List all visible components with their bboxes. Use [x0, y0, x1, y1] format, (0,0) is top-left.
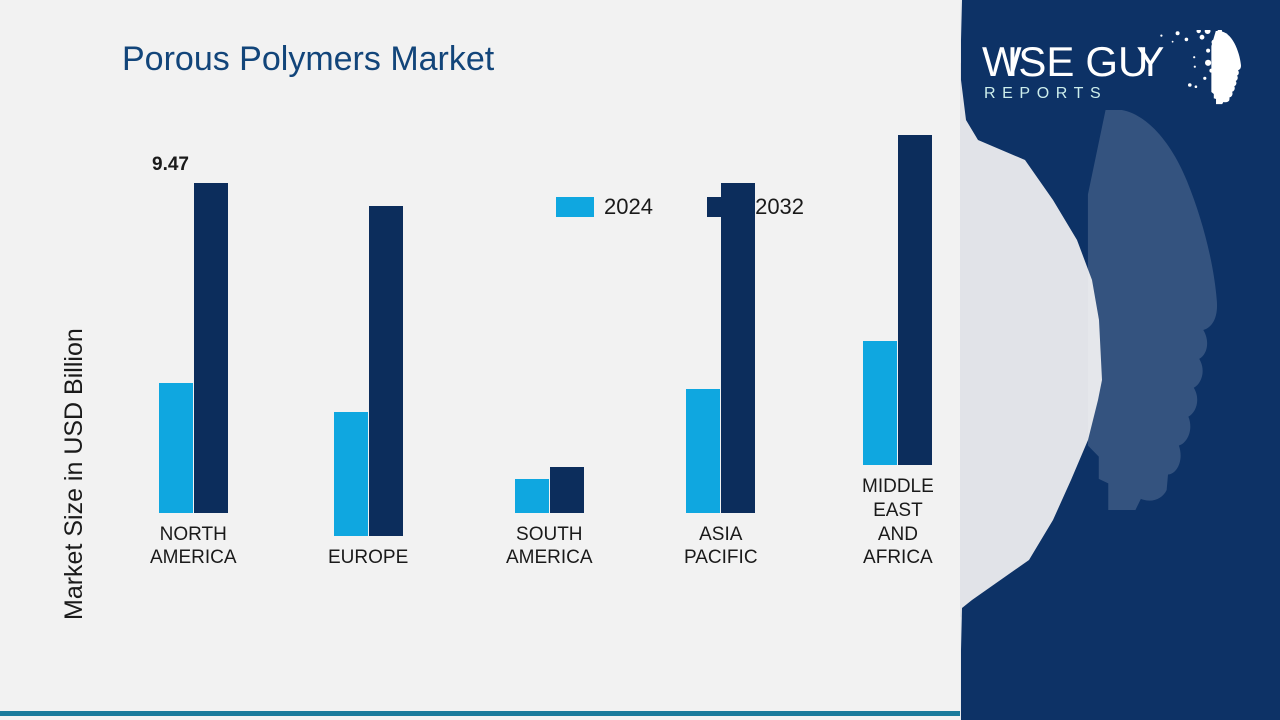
- svg-text:REPORTS: REPORTS: [984, 85, 1107, 102]
